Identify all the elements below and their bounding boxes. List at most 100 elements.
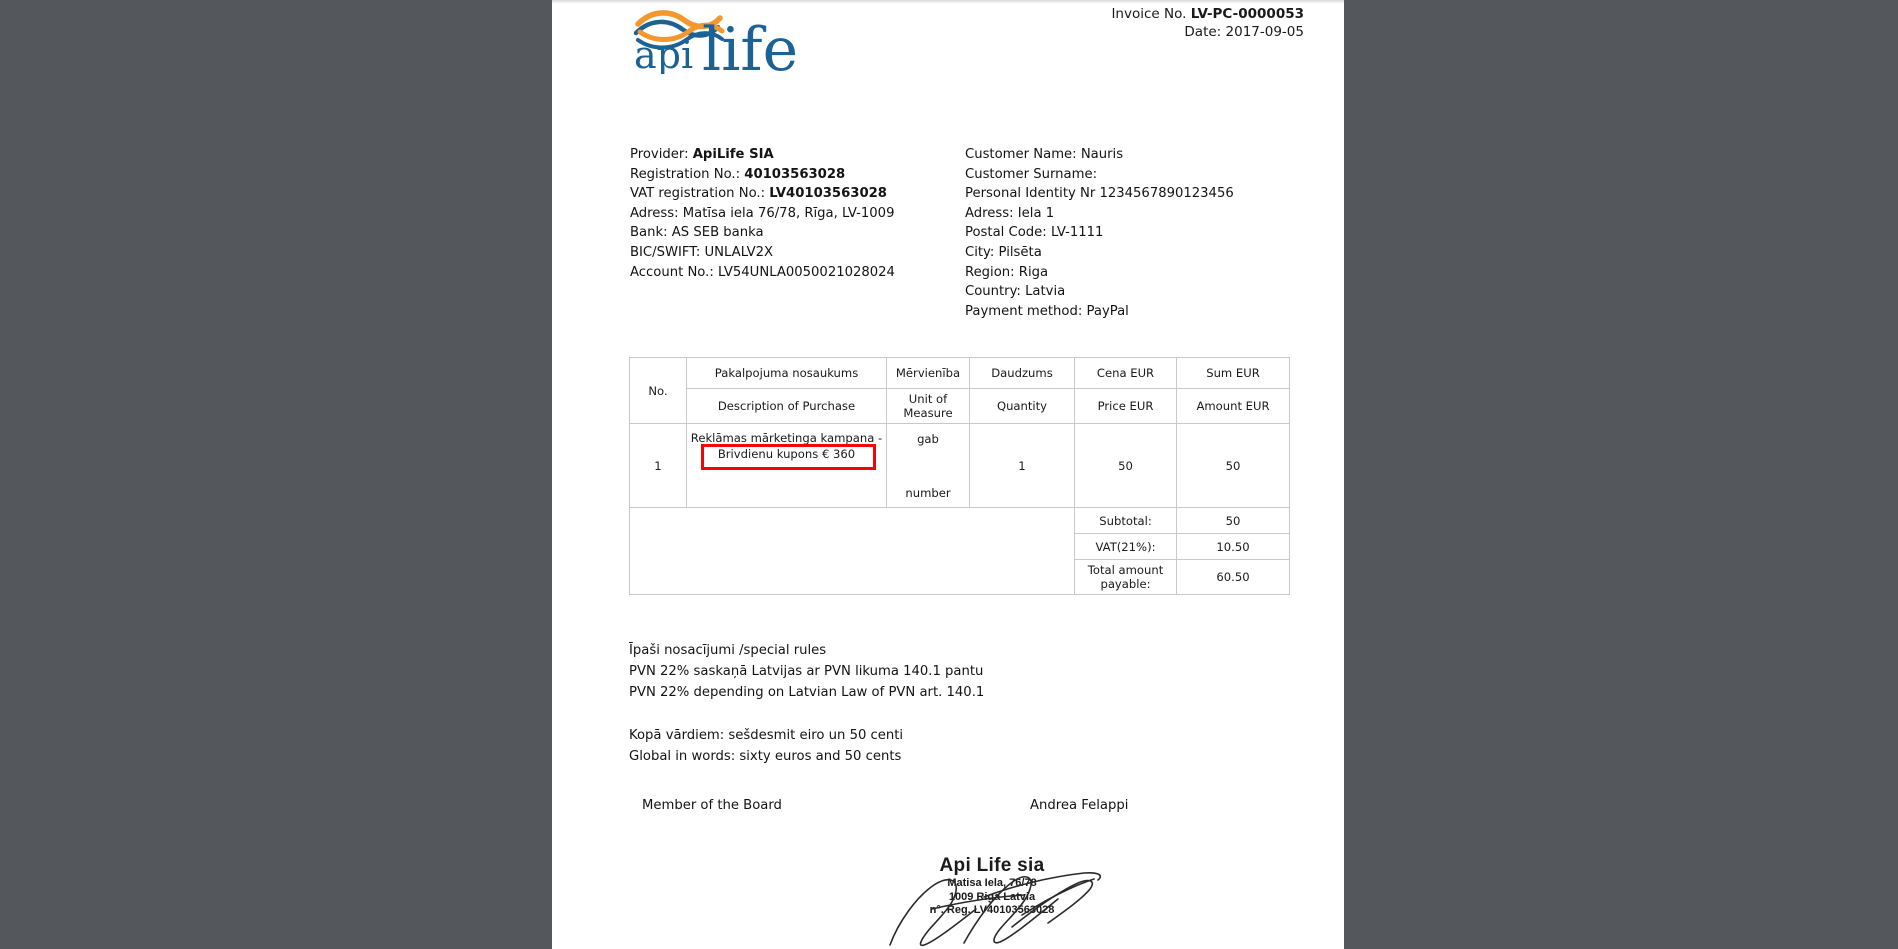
header-cell-amount-en: Amount EUR [1176, 388, 1290, 424]
customer-value-name: Nauris [1080, 147, 1124, 162]
provider-line-bank: Bank: AS SEB banka [630, 223, 895, 243]
row-cell-quantity: 1 [969, 423, 1075, 508]
totals-row-subtotal: Subtotal: 50 [629, 507, 1290, 595]
customer-value-address: Iela 1 [1017, 205, 1055, 221]
row-description-en: Brivdienu kupons € 360 [717, 447, 856, 461]
table-row: 1 Reklāmas mārketinga kampana - Brivdien… [629, 423, 1290, 508]
customer-label-identity: Personal Identity Nr [965, 186, 1096, 202]
customer-label-payment: Payment method: [965, 303, 1083, 319]
customer-line-address: Adress: Iela 1 [965, 204, 1234, 224]
customer-line-country: Country: Latvia [965, 282, 1234, 302]
header-cell-description-en: Description of Purchase [686, 388, 887, 424]
header-cell-amount-lv: Sum EUR [1176, 357, 1290, 389]
description-highlight-box [701, 444, 876, 470]
stamp-address-line: Matisa Iela, 76/78 [947, 877, 1037, 889]
customer-label-region: Region: [965, 264, 1015, 280]
customer-label-address: Adress: [965, 205, 1014, 221]
stamp-text-block: Api Life sia Matisa Iela, 76/78 1009 Rig… [882, 855, 1102, 918]
row-cell-no: 1 [629, 423, 687, 508]
invoice-header: api life Invoice No. LV-PC-0000053 Date:… [552, 0, 1344, 78]
row-description-lv: Reklāmas mārketinga kampana - [690, 431, 883, 445]
notes-line-pvn-en: PVN 22% depending on Latvian Law of PVN … [629, 685, 985, 701]
customer-value-postal: LV-1111 [1050, 225, 1104, 241]
invoice-notes: Īpaši nosacījumi /special rules PVN 22% … [629, 640, 984, 767]
provider-value-provider: ApiLife SIA [692, 147, 774, 162]
notes-line-words-en: Global in words: sixty euros and 50 cent… [629, 748, 902, 764]
provider-line-registration: Registration No.: 40103563028 [630, 165, 895, 185]
invoice-page: api life Invoice No. LV-PC-0000053 Date:… [552, 0, 1344, 949]
provider-line-provider: Provider: ApiLife SIA [630, 145, 895, 165]
header-cell-price-lv: Cena EUR [1074, 357, 1177, 389]
customer-line-city: City: Pilsēta [965, 243, 1234, 263]
invoice-date-line: Date: 2017-09-05 [1111, 23, 1304, 41]
totals-value-vat: 10.50 [1176, 533, 1290, 560]
invoice-items-table: No. Pakalpojuma nosaukums Mērvienība Dau… [629, 357, 1290, 595]
provider-label-vat: VAT registration No.: [630, 186, 766, 202]
totals-label-vat: VAT(21%): [1074, 533, 1177, 560]
customer-value-city: Pilsēta [998, 244, 1042, 260]
totals-label-total-line2: payable: [1100, 577, 1151, 591]
provider-value-vat: LV40103563028 [769, 186, 887, 202]
invoice-date-value: 2017-09-05 [1225, 24, 1304, 40]
invoice-number-value: LV-PC-0000053 [1190, 6, 1304, 22]
table-header-row-lv: No. Pakalpojuma nosaukums Mērvienība Dau… [629, 357, 1290, 424]
provider-label-provider: Provider: [630, 147, 689, 162]
header-cell-quantity-en: Quantity [969, 388, 1075, 424]
provider-line-vat: VAT registration No.: LV40103563028 [630, 184, 895, 204]
customer-line-identity: Personal Identity Nr 1234567890123456 [965, 184, 1234, 204]
row-cell-unit: gab number [886, 423, 970, 508]
provider-line-account: Account No.: LV54UNLA0050021028024 [630, 263, 895, 283]
provider-label-account: Account No.: [630, 264, 714, 280]
signature-name: Andrea Felappi [1030, 798, 1129, 813]
header-cell-unit-lv: Mērvienība [886, 357, 970, 389]
row-unit-en: number [905, 486, 951, 500]
provider-value-account: LV54UNLA0050021028024 [717, 264, 895, 280]
customer-block: Customer Name: Nauris Customer Surname: … [965, 145, 1234, 321]
row-cell-amount: 50 [1176, 423, 1290, 508]
totals-blank-cell [629, 507, 1075, 595]
provider-label-bank: Bank: [630, 225, 668, 241]
stamp-registration-line: n°. Reg. LV40103563028 [929, 904, 1055, 916]
row-cell-price: 50 [1074, 423, 1177, 508]
customer-line-surname: Customer Surname: [965, 165, 1234, 185]
notes-line-pvn-lv: PVN 22% saskaņā Latvijas ar PVN likuma 1… [629, 664, 984, 680]
signature-role: Member of the Board [642, 798, 782, 813]
customer-label-postal: Postal Code: [965, 225, 1047, 241]
provider-value-bank: AS SEB banka [671, 225, 764, 241]
stamp-city-line: 1009 Riga Latvia [948, 890, 1036, 903]
customer-line-region: Region: Riga [965, 263, 1234, 283]
invoice-number-line: Invoice No. LV-PC-0000053 [1111, 5, 1304, 23]
header-unit-line1: Unit of [908, 392, 948, 406]
customer-label-country: Country: [965, 284, 1021, 300]
header-cell-no: No. [629, 357, 687, 424]
customer-line-postal: Postal Code: LV-1111 [965, 223, 1234, 243]
totals-row-total: Total amount payable: 60.50 [630, 559, 1290, 595]
customer-value-region: Riga [1018, 264, 1049, 280]
totals-label-total: Total amount payable: [1074, 559, 1177, 595]
totals-label-total-line1: Total amount [1087, 563, 1164, 577]
header-cell-price-en: Price EUR [1074, 388, 1177, 424]
table-header-row-en: Description of Purchase Unit of Measure … [630, 388, 1290, 424]
apilife-logo: api life [630, 2, 840, 74]
header-unit-line2: Measure [903, 406, 953, 420]
header-cell-quantity-lv: Daudzums [969, 357, 1075, 389]
svg-text:api: api [634, 33, 693, 74]
provider-value-swift: UNLALV2X [704, 244, 774, 260]
customer-line-name: Customer Name: Nauris [965, 145, 1234, 165]
page-top-edge [552, 0, 1344, 4]
provider-label-swift: BIC/SWIFT: [630, 244, 701, 260]
provider-line-address: Adress: Matīsa iela 76/78, Rīga, LV-1009 [630, 204, 895, 224]
notes-line-words-lv: Kopā vārdiem: sešdesmit eiro un 50 centi [629, 727, 904, 743]
notes-spacer [629, 704, 984, 725]
provider-label-registration: Registration No.: [630, 166, 741, 182]
totals-label-subtotal: Subtotal: [1074, 507, 1177, 534]
customer-value-country: Latvia [1025, 284, 1066, 300]
notes-line-special-rules: Īpaši nosacījumi /special rules [629, 643, 827, 658]
customer-value-identity: 1234567890123456 [1099, 186, 1234, 202]
customer-label-name: Customer Name: [965, 147, 1077, 162]
customer-label-city: City: [965, 244, 995, 260]
company-stamp: Api Life sia Matisa Iela, 76/78 1009 Rig… [882, 855, 1152, 949]
provider-line-swift: BIC/SWIFT: UNLALV2X [630, 243, 895, 263]
invoice-date-label: Date: [1184, 24, 1222, 40]
